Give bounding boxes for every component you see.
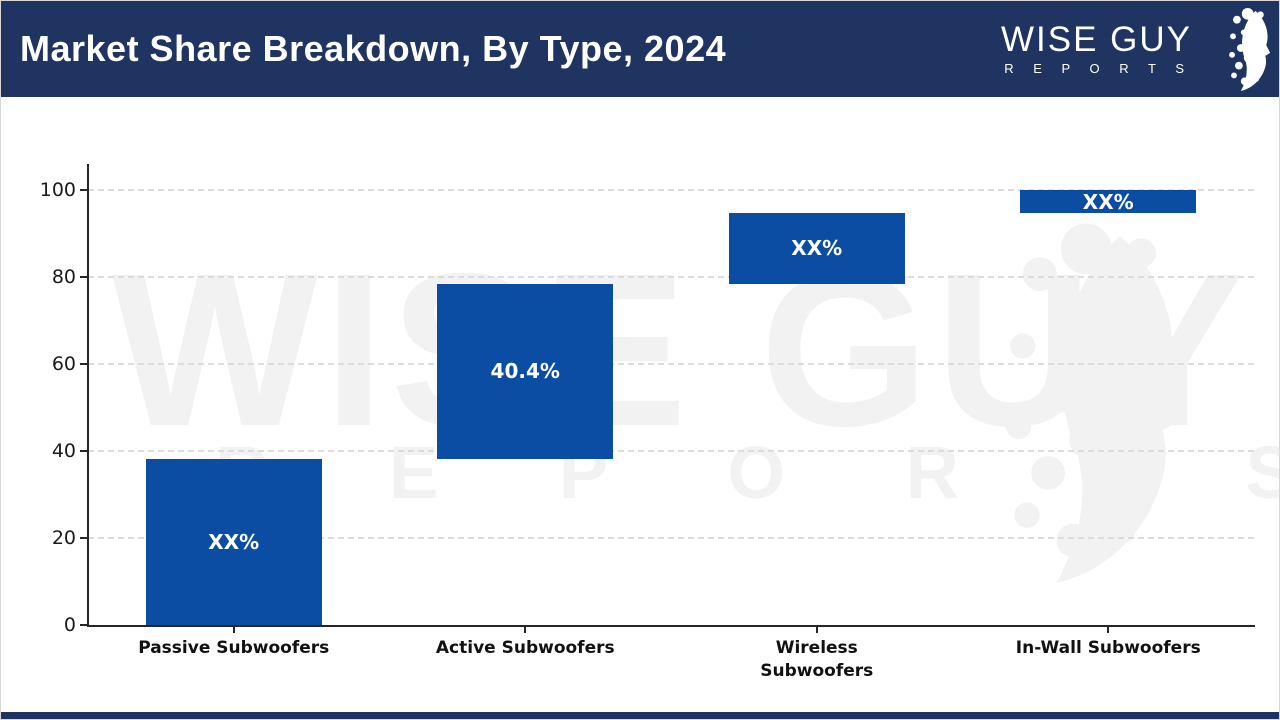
y-axis-tick <box>80 624 87 626</box>
bar: XX% <box>1020 189 1197 214</box>
bar: 40.4% <box>437 283 614 460</box>
wiseguy-face-icon <box>1229 7 1270 91</box>
y-axis-tick <box>80 276 87 278</box>
y-tick-label: 20 <box>51 527 76 549</box>
bar-value-label: XX% <box>791 236 843 261</box>
x-axis-tick <box>1107 627 1110 633</box>
bar-value-label: 40.4% <box>490 359 560 384</box>
header: Market Share Breakdown, By Type, 2024 WI… <box>0 0 1280 97</box>
y-tick-label: 100 <box>39 179 76 201</box>
grid-line <box>88 189 1254 191</box>
bar: XX% <box>728 213 905 284</box>
y-tick-label: 60 <box>51 353 76 375</box>
x-category-label: Passive Subwoofers <box>138 638 330 658</box>
x-axis-tick <box>232 627 235 633</box>
watermark-subtitle: R E P O R T S <box>215 431 1280 514</box>
bar: XX% <box>145 459 322 625</box>
page-title: Market Share Breakdown, By Type, 2024 <box>20 27 727 69</box>
bar-value-label: XX% <box>1082 189 1134 214</box>
grid-line <box>88 537 1254 539</box>
wiseguy-logo: WISE GUY R E P O R T S <box>1001 0 1270 97</box>
y-axis-tick <box>80 450 87 452</box>
y-axis-tick <box>80 363 87 365</box>
x-category-label: In-Wall Subwoofers <box>1015 638 1201 658</box>
grid-line <box>88 276 1254 278</box>
x-axis-tick <box>815 627 818 633</box>
x-axis-tick <box>524 627 527 633</box>
y-tick-label: 40 <box>51 440 76 462</box>
wiseguy-logo-text: WISE GUY R E P O R T S <box>1001 22 1192 76</box>
y-axis-line <box>87 164 89 627</box>
wiseguy-face-watermark <box>1005 223 1182 583</box>
x-category-label: Active Subwoofers <box>435 638 615 658</box>
footer-bar <box>0 712 1280 720</box>
x-category-label: Wireless Subwoofers <box>760 638 874 681</box>
logo-subtitle: R E P O R T S <box>1004 60 1192 76</box>
y-axis-tick <box>80 189 87 191</box>
x-axis-line <box>87 625 1255 627</box>
grid-line <box>88 363 1254 365</box>
y-axis-tick <box>80 537 87 539</box>
grid-line <box>88 450 1254 452</box>
y-tick-label: 0 <box>63 614 76 636</box>
bar-value-label: XX% <box>208 530 260 555</box>
logo-wordmark: WISE GUY <box>1000 19 1192 59</box>
watermark-wordmark: WISE GUY <box>112 229 1251 472</box>
y-tick-label: 80 <box>51 266 76 288</box>
